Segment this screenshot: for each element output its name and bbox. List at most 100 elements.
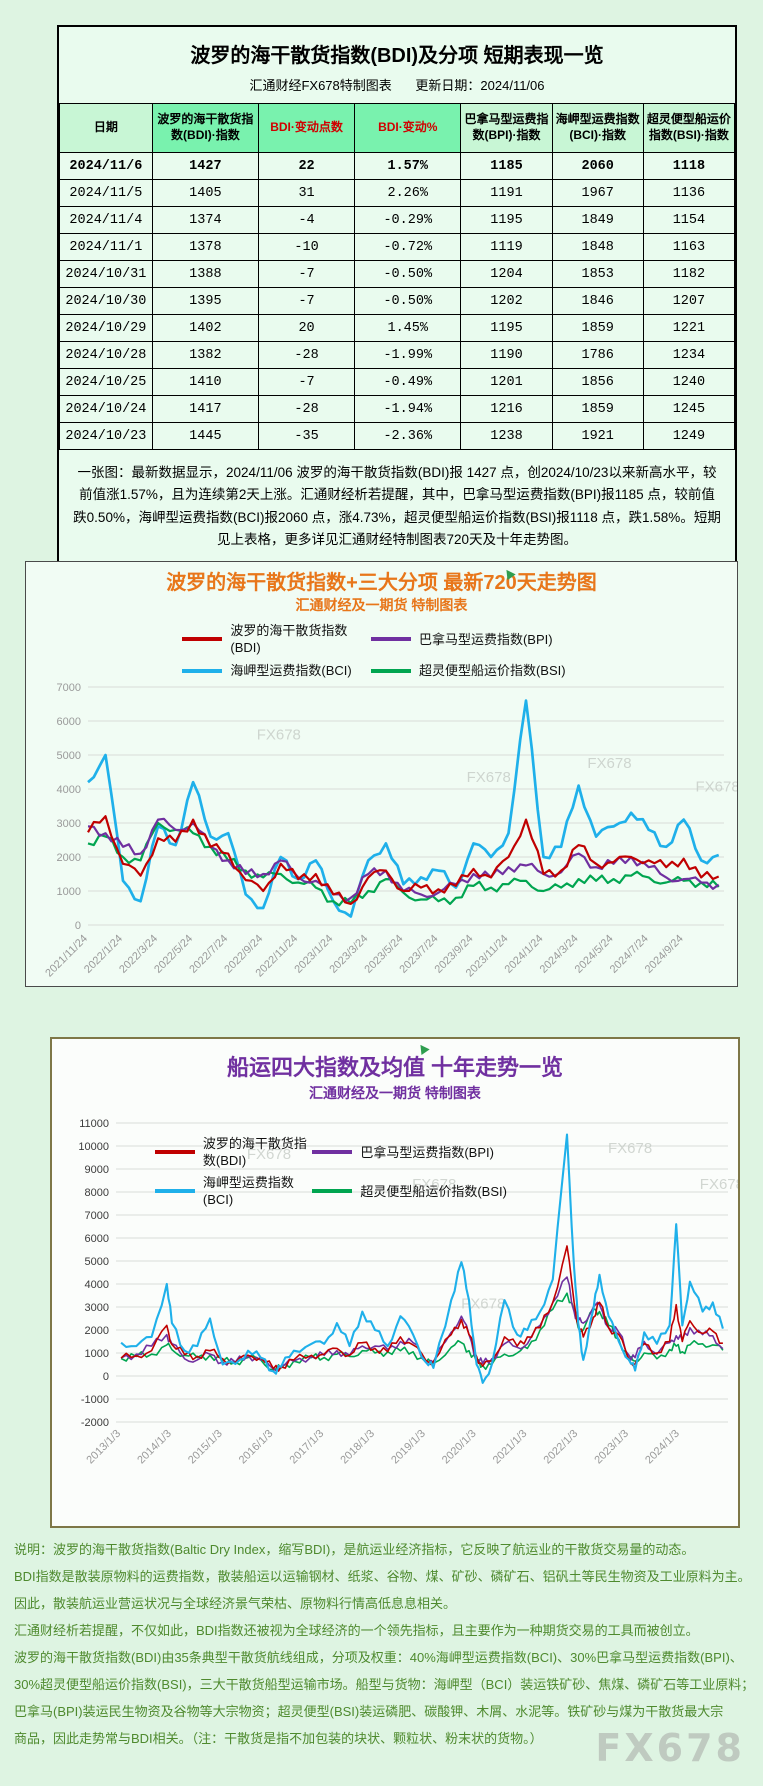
- table-cell: 2024/10/28: [59, 341, 153, 369]
- table-cell: -7: [257, 260, 356, 288]
- table-cell: -28: [257, 395, 356, 423]
- table-cell: 2024/11/5: [59, 179, 153, 207]
- table-cell: -0.72%: [354, 233, 462, 261]
- table-cell: 2024/11/1: [59, 233, 153, 261]
- table-cell: 1216: [460, 395, 553, 423]
- trend-10y-title: 船运四大指数及均值 十年走势一览: [226, 1055, 564, 1080]
- table-cell: 1849: [551, 206, 644, 234]
- table-cell: 1119: [460, 233, 553, 261]
- chart-watermark: FX678: [608, 1140, 652, 1157]
- y-tick-label: 0: [103, 1371, 109, 1383]
- table-column-header: BDI·变动%: [354, 103, 462, 153]
- table-cell: 1848: [551, 233, 644, 261]
- table-cell: 1859: [551, 314, 644, 342]
- table-cell: 22: [257, 152, 356, 180]
- table-cell: 1191: [460, 179, 553, 207]
- x-tick-label: 2023/1/3: [592, 1428, 631, 1467]
- trend-720d-title: 波罗的海干散货指数+三大分项 最新720天走势图: [166, 572, 597, 594]
- table-cell: 1374: [151, 206, 260, 234]
- table-row: 2024/10/29 1402 20 1.45% 1195 1859 1221: [59, 314, 736, 342]
- table-cell: 1382: [151, 341, 260, 369]
- y-tick-label: 1000: [57, 886, 81, 898]
- legend-item-bsi: 超灵便型船运价指数(BSI): [370, 662, 737, 679]
- bdi-line: [87, 815, 720, 905]
- legend-item-bci: 海岬型运费指数(BCI): [182, 662, 371, 679]
- table-cell: 1185: [460, 152, 553, 180]
- y-tick-label: 1000: [85, 1348, 109, 1360]
- legend-swatch-bci: [182, 668, 223, 673]
- table-row: 2024/11/1 1378 -10 -0.72% 1119 1848 1163: [59, 233, 736, 261]
- y-tick-label: 7000: [85, 1210, 109, 1222]
- table-cell: 2024/10/23: [59, 422, 153, 450]
- table-cell: 1245: [642, 395, 736, 423]
- y-tick-label: 6000: [85, 1233, 109, 1245]
- bdi-line: [120, 1245, 723, 1372]
- x-tick-label: 2018/1/3: [338, 1428, 377, 1467]
- x-tick-label: 2013/1/3: [84, 1428, 123, 1467]
- legend-swatch-bsi: [312, 1189, 353, 1193]
- trend-720d-subtitle: 汇通财经及一期货 特制图表: [295, 597, 468, 613]
- chart-watermark: FX678: [412, 1176, 456, 1193]
- chart-watermark: FX678: [700, 1176, 738, 1193]
- legend-label-bdi: 波罗的海干散货指数(BDI): [230, 623, 348, 655]
- explanation-line: 巴拿马(BPI)装运民生物资及谷物等大宗物资；超灵便型(BSI)装运磷肥、碳酸钾…: [14, 1704, 724, 1719]
- table-cell: 1967: [551, 179, 644, 207]
- bci-line: [120, 1133, 724, 1384]
- table-column-header: BDI·变动点数: [257, 103, 356, 153]
- y-tick-label: 8000: [85, 1187, 109, 1199]
- y-tick-label: 4000: [57, 784, 81, 796]
- table-row: 2024/10/31 1388 -7 -0.50% 1204 1853 1182: [59, 260, 736, 288]
- x-tick-label: 2021/11/24: [43, 933, 90, 980]
- y-tick-label: 2000: [57, 852, 81, 864]
- y-tick-label: 2000: [85, 1325, 109, 1337]
- table-cell: 1163: [642, 233, 736, 261]
- y-tick-label: 10000: [78, 1141, 109, 1153]
- table-cell: 2024/11/4: [59, 206, 153, 234]
- explanation-line: BDI指数是散装原物料的运费指数，散装船运以运输钢材、纸浆、谷物、煤、矿砂、磷矿…: [14, 1569, 751, 1584]
- table-cell: 1786: [551, 341, 644, 369]
- trend-720d-card: 波罗的海干散货指数+三大分项 最新720天走势图 汇通财经及一期货 特制图表 波…: [25, 561, 738, 987]
- table-cell: 1402: [151, 314, 260, 342]
- table-cell: 1207: [642, 287, 736, 315]
- table-column-header: 超灵便型船运价指数(BSI)·指数: [642, 103, 736, 153]
- chart-watermark: FX678: [257, 726, 301, 743]
- table-column-header: 波罗的海干散货指数(BDI)·指数: [151, 103, 260, 153]
- table-cell: 1846: [551, 287, 644, 315]
- table-cell: 1201: [460, 368, 553, 396]
- table-row: 2024/11/5 1405 31 2.26% 1191 1967 1136: [59, 179, 736, 207]
- x-tick-label: 2015/1/3: [186, 1428, 225, 1467]
- table-header-row: 日期 波罗的海干散货指数(BDI)·指数 BDI·变动点数 BDI·变动% 巴拿马型运费…: [59, 103, 736, 153]
- trend-10y-legend: 波罗的海干散货指数(BDI) 巴拿马型运费指数(BPI) 海岬型运费指数(BCI) 超…: [52, 1135, 738, 1208]
- table-cell: 1204: [460, 260, 553, 288]
- bsi-line: [87, 821, 720, 907]
- table-cell: 1234: [642, 341, 736, 369]
- table-row: 2024/10/30 1395 -7 -0.50% 1202 1846 1207: [59, 287, 736, 315]
- table-cell: -1.94%: [354, 395, 462, 423]
- table-cell: 1417: [151, 395, 260, 423]
- table-cell: -10: [257, 233, 356, 261]
- legend-label-bdi: 波罗的海干散货指数(BDI): [202, 1136, 307, 1168]
- x-tick-label: 2024/9/24: [643, 933, 686, 976]
- x-tick-label: 2022/1/3: [542, 1428, 581, 1467]
- y-tick-label: 9000: [85, 1164, 109, 1176]
- y-tick-label: 11000: [79, 1118, 109, 1130]
- table-cell: 1405: [151, 179, 260, 207]
- table-cell: 1445: [151, 422, 260, 450]
- table-column-header: 海岬型运费指数(BCI)·指数: [551, 103, 644, 153]
- explanation-line: 因此，散装航运业营运状况与全球经济景气荣枯、原物料行情高低息息相关。: [14, 1596, 457, 1611]
- trend-720d-chart: 0 1000 2000 3000 4000 5000 6000 7000 FX678 FX678 F…: [43, 682, 737, 980]
- table-cell: -28: [257, 341, 356, 369]
- legend-item-bci: 海岬型运费指数(BCI): [154, 1174, 312, 1208]
- y-tick-label: -1000: [81, 1394, 109, 1406]
- table-cell: 2024/10/24: [59, 395, 153, 423]
- table-column-header: 巴拿马型运费指数(BPI)·指数: [460, 103, 553, 153]
- explanation-line: 波罗的海干散货指数(BDI)由35条典型干散货航线组成，分项及权重：40%海岬型…: [14, 1650, 743, 1665]
- table-cell: -4: [257, 206, 356, 234]
- table-title: 波罗的海干散货指数(BDI)及分项 短期表现一览: [190, 45, 604, 67]
- table-cell: 1195: [460, 206, 553, 234]
- table-cell: -35: [257, 422, 356, 450]
- table-cell: 1388: [151, 260, 260, 288]
- legend-label-bsi: 超灵便型船运价指数(BSI): [360, 1183, 507, 1199]
- table-cell: -2.36%: [354, 422, 462, 450]
- table-cell: 1.57%: [354, 152, 462, 180]
